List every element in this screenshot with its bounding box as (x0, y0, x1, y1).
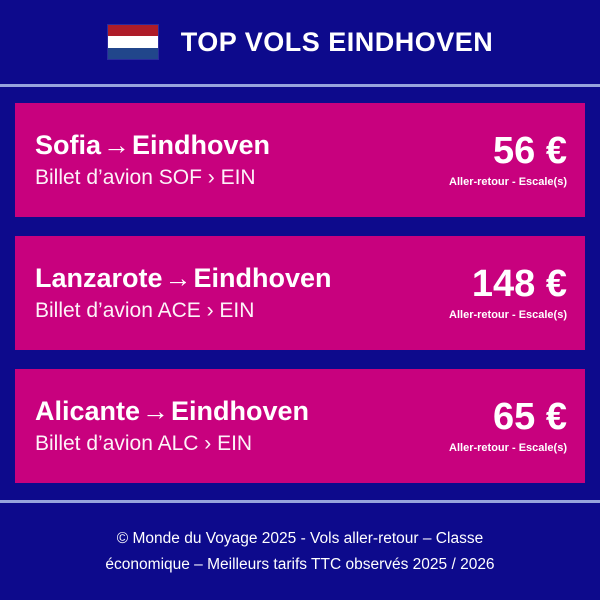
flag-band-red (107, 25, 158, 37)
flight-subtitle: Billet d’avion ACE › EIN (35, 298, 255, 322)
flag-band-blue (107, 47, 158, 59)
destination-city: Eindhoven (132, 130, 271, 161)
flight-card[interactable]: Alicante→Eindhoven Billet d’avion ALC › … (15, 369, 585, 483)
flight-subtitle: Billet d’avion SOF › EIN (35, 165, 256, 189)
footer-line-1: © Monde du Voyage 2025 - Vols aller-reto… (116, 529, 484, 547)
flight-price: 148 € (471, 263, 567, 305)
origin-city: Lanzarote (35, 263, 163, 294)
flight-price-block: 148 € Aller-retour - Escale(s) (449, 265, 567, 321)
flight-card[interactable]: Lanzarote→Eindhoven Billet d’avion ACE ›… (15, 236, 585, 350)
divider-top (0, 84, 600, 87)
destination-city: Eindhoven (193, 263, 332, 294)
arrow-right-icon: → (164, 263, 192, 294)
flight-price-block: 65 € Aller-retour - Escale(s) (449, 398, 567, 454)
flight-price: 65 € (493, 396, 567, 438)
flight-info: Alicante→Eindhoven Billet d’avion ALC › … (35, 397, 449, 455)
origin-city: Alicante (35, 396, 141, 427)
flight-info: Lanzarote→Eindhoven Billet d’avion ACE ›… (35, 264, 449, 322)
divider-bottom (0, 500, 600, 503)
footer-line-2: économique – Meilleurs tarifs TTC observ… (105, 555, 495, 573)
header: TOP VOLS EINDHOVEN (0, 0, 600, 84)
arrow-right-icon: → (142, 396, 170, 427)
flight-price: 56 € (493, 130, 567, 172)
flight-subtitle: Billet d’avion ALC › EIN (35, 431, 253, 455)
flight-route: Lanzarote→Eindhoven (35, 264, 449, 292)
footer-text: © Monde du Voyage 2025 - Vols aller-reto… (105, 526, 494, 577)
destination-city: Eindhoven (171, 396, 310, 427)
flight-price-block: 56 € Aller-retour - Escale(s) (449, 132, 567, 188)
netherlands-flag-icon (106, 24, 159, 60)
flight-info: Sofia→Eindhoven Billet d’avion SOF › EIN (35, 131, 449, 189)
flight-route: Alicante→Eindhoven (35, 397, 449, 425)
flight-price-note: Aller-retour - Escale(s) (449, 442, 567, 454)
footer: © Monde du Voyage 2025 - Vols aller-reto… (0, 503, 600, 600)
flag-band-white (107, 36, 158, 48)
origin-city: Sofia (35, 130, 102, 161)
page-title: TOP VOLS EINDHOVEN (180, 26, 494, 57)
flight-price-note: Aller-retour - Escale(s) (449, 309, 567, 321)
flight-route: Sofia→Eindhoven (35, 131, 449, 159)
flight-list: Sofia→Eindhoven Billet d’avion SOF › EIN… (0, 87, 600, 500)
flight-price-note: Aller-retour - Escale(s) (449, 176, 567, 188)
arrow-right-icon: → (103, 130, 131, 161)
flight-card[interactable]: Sofia→Eindhoven Billet d’avion SOF › EIN… (15, 103, 585, 217)
